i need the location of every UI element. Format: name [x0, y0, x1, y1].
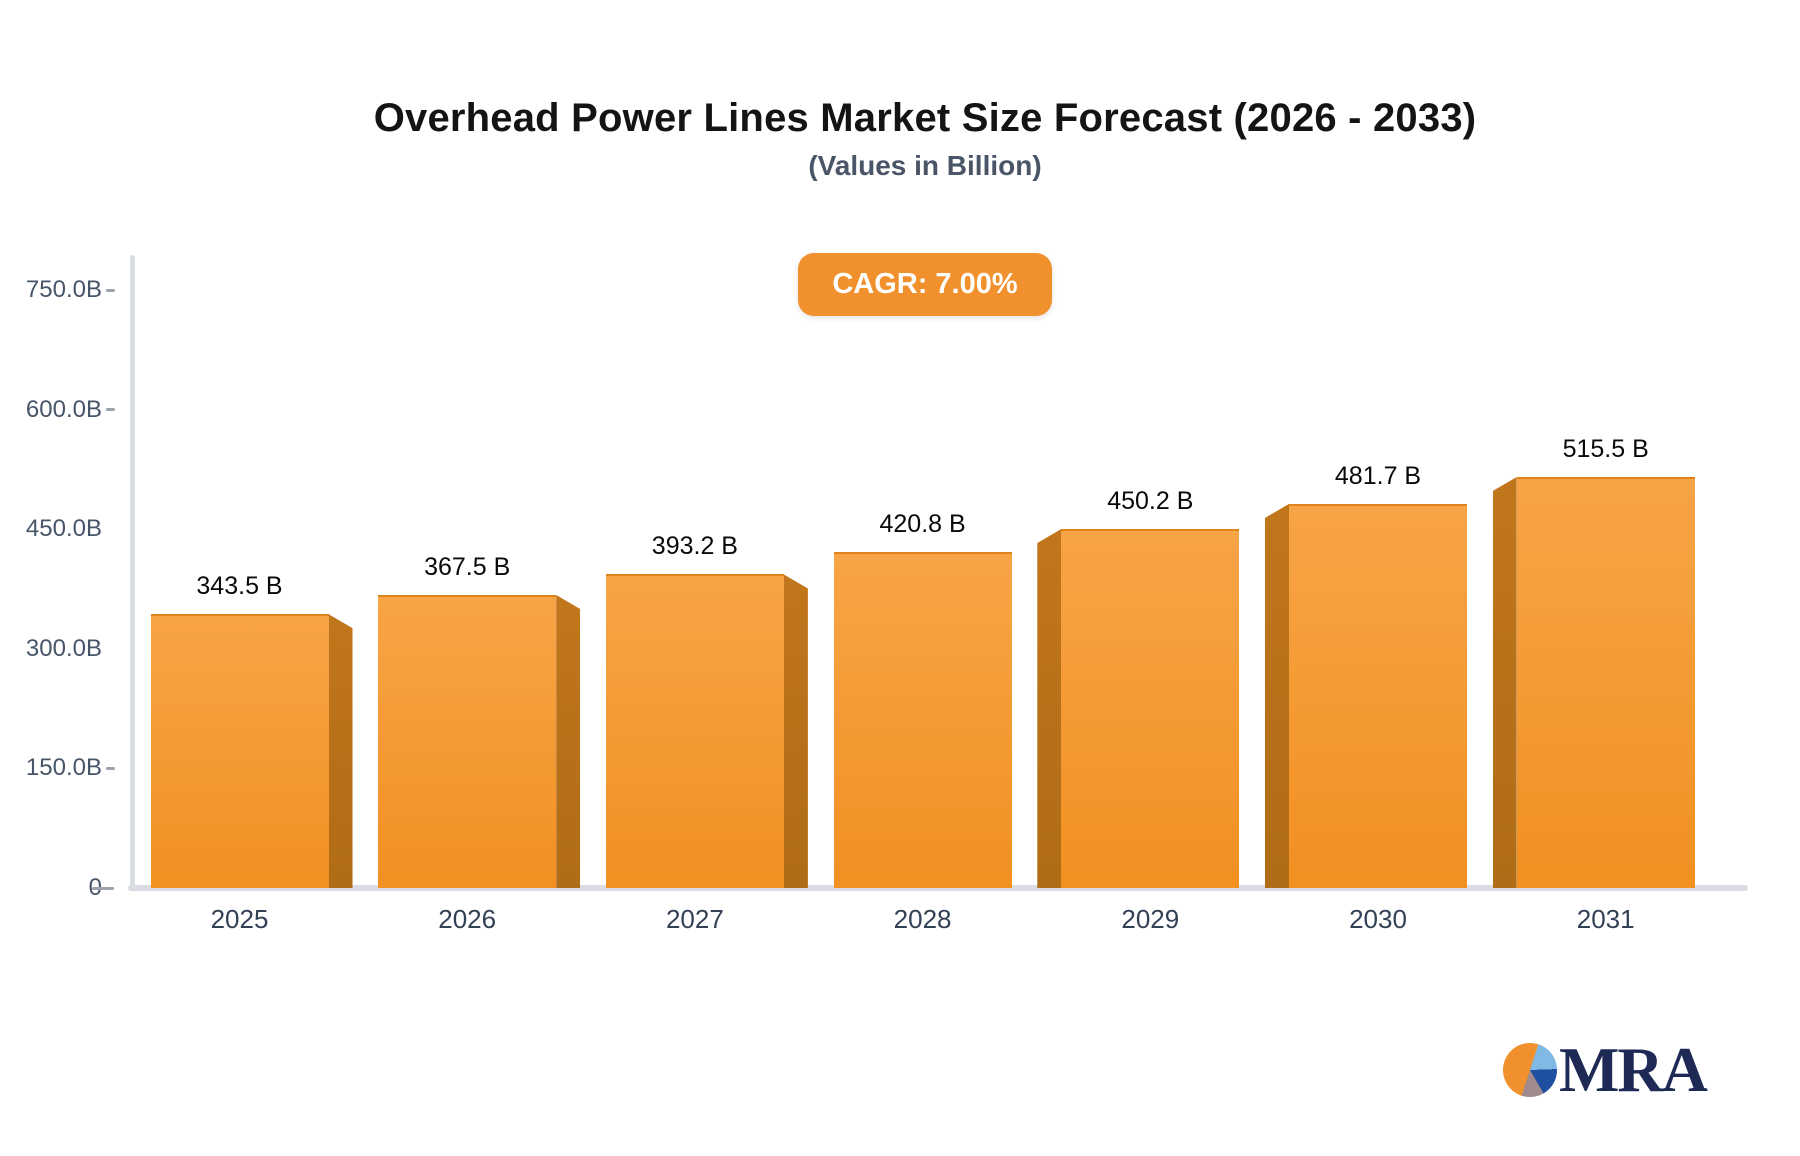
bar-2030-3d-side: [1265, 503, 1289, 888]
bar-2031: [1516, 476, 1695, 888]
y-tick-label: 600.0B: [25, 395, 102, 423]
chart-title: Overhead Power Lines Market Size Forecas…: [373, 96, 1477, 140]
x-axis-line: [128, 885, 1748, 891]
bar-value-label: 393.2 B: [651, 532, 738, 561]
y-axis-line: [130, 255, 135, 889]
cagr-badge-container: CAGR: 7.00%: [25, 253, 1800, 316]
y-tick-label: 0: [0, 873, 102, 903]
x-tick-label: 2026: [438, 904, 497, 934]
bar-2029-3d-side: [1037, 529, 1062, 888]
y-tick-label: 750.0B: [25, 276, 102, 303]
y-tick-label: 450.0B: [25, 515, 102, 543]
y-tick-mark: [106, 408, 115, 412]
chart-subtitle: (Values in Billion): [808, 150, 1042, 181]
brand-name: MRA: [1559, 1034, 1708, 1105]
x-tick-label: 2027: [665, 904, 724, 934]
y-tick-mark: [92, 886, 114, 890]
bar-value-label: 420.8 B: [879, 510, 966, 539]
bar-value-label: 367.5 B: [424, 552, 511, 581]
bar-2026-3d-side: [556, 594, 581, 888]
x-tick-label: 2028: [893, 904, 952, 934]
x-tick-label: 2025: [210, 904, 269, 934]
x-tick-label: 2029: [1121, 904, 1180, 934]
bar-2026: [378, 594, 557, 888]
bar-2029: [1061, 529, 1240, 888]
bar-2027: [605, 574, 784, 888]
bar-2030: [1289, 503, 1467, 888]
bar-value-label: 481.7 B: [1334, 461, 1422, 490]
bar-2031-3d-side: [1492, 476, 1517, 888]
pie-chart-logo-icon: [1503, 1043, 1557, 1097]
bar-value-label: 450.2 B: [1107, 487, 1194, 516]
y-tick-mark: [106, 288, 115, 292]
bar-2025-3d-side: [328, 614, 353, 888]
bar-value-label: 515.5 B: [1562, 434, 1649, 463]
y-tick-mark: [106, 766, 115, 770]
bar-2025: [150, 614, 329, 888]
x-tick-label: 2031: [1576, 904, 1635, 934]
y-tick-label: 300.0B: [25, 634, 102, 662]
bar-2028: [833, 552, 1012, 888]
cagr-badge: CAGR: 7.00%: [798, 253, 1052, 316]
bar-value-label: 343.5 B: [196, 572, 283, 601]
brand-logo: MRA: [1503, 1034, 1708, 1105]
bar-2027-3d-side: [783, 574, 808, 888]
x-tick-label: 2030: [1349, 904, 1407, 934]
y-tick-label: 150.0B: [25, 754, 102, 782]
